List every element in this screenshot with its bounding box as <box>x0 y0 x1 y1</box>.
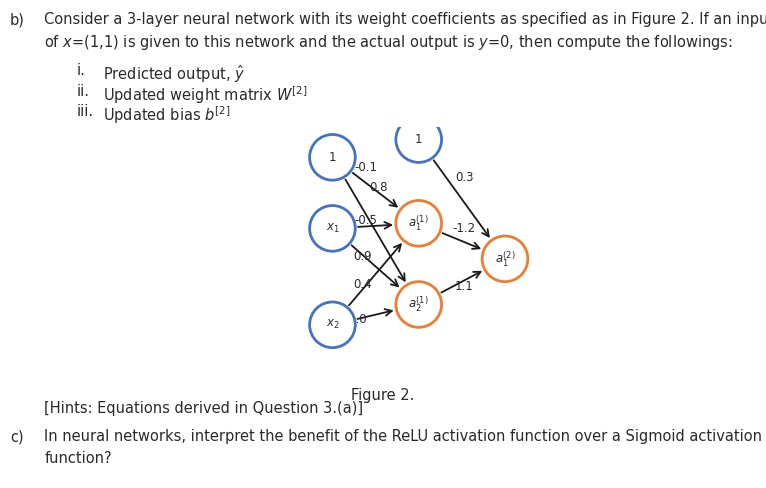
Text: Consider a 3-layer neural network with its weight coefficients as specified as i: Consider a 3-layer neural network with i… <box>44 12 766 27</box>
Text: 1.1: 1.1 <box>455 280 473 293</box>
Text: 0.8: 0.8 <box>369 181 388 194</box>
Text: Updated weight matrix $W^{[2]}$: Updated weight matrix $W^{[2]}$ <box>103 84 308 105</box>
Text: b): b) <box>10 12 25 27</box>
Text: Updated bias $b^{[2]}$: Updated bias $b^{[2]}$ <box>103 104 231 126</box>
Text: $x_2$: $x_2$ <box>326 318 339 331</box>
Text: of $x$=(1,1) is given to this network and the actual output is $y$=0, then compu: of $x$=(1,1) is given to this network an… <box>44 33 733 52</box>
Text: 0.9: 0.9 <box>354 250 372 263</box>
Circle shape <box>309 302 355 347</box>
Circle shape <box>309 205 355 251</box>
Text: iii.: iii. <box>77 104 93 120</box>
Text: 0.4: 0.4 <box>354 278 372 291</box>
Text: 1: 1 <box>415 133 423 146</box>
Text: 0.3: 0.3 <box>455 171 473 184</box>
Text: Figure 2.: Figure 2. <box>352 388 414 403</box>
Text: $a_1^{(1)}$: $a_1^{(1)}$ <box>408 214 429 233</box>
Circle shape <box>396 201 441 246</box>
Circle shape <box>396 282 441 327</box>
Text: $x_1$: $x_1$ <box>326 222 339 235</box>
Text: c): c) <box>10 429 24 445</box>
Text: [Hints: Equations derived in Question 3.(a)]: [Hints: Equations derived in Question 3.… <box>44 401 364 416</box>
Text: $a_1^{(2)}$: $a_1^{(2)}$ <box>495 249 516 268</box>
Text: function?: function? <box>44 451 112 467</box>
Text: 1.0: 1.0 <box>349 313 367 326</box>
Text: -0.5: -0.5 <box>354 214 377 227</box>
Text: Predicted output, $\hat{y}$: Predicted output, $\hat{y}$ <box>103 63 246 85</box>
Text: 1: 1 <box>329 151 336 164</box>
Circle shape <box>309 135 355 180</box>
Circle shape <box>482 236 528 282</box>
Text: In neural networks, interpret the benefit of the ReLU activation function over a: In neural networks, interpret the benefi… <box>44 429 762 445</box>
Text: -1.2: -1.2 <box>453 222 476 235</box>
Text: -0.1: -0.1 <box>354 161 377 174</box>
Text: $a_2^{(1)}$: $a_2^{(1)}$ <box>408 295 429 314</box>
Text: ii.: ii. <box>77 84 90 99</box>
Text: i.: i. <box>77 63 86 79</box>
Circle shape <box>396 117 441 163</box>
